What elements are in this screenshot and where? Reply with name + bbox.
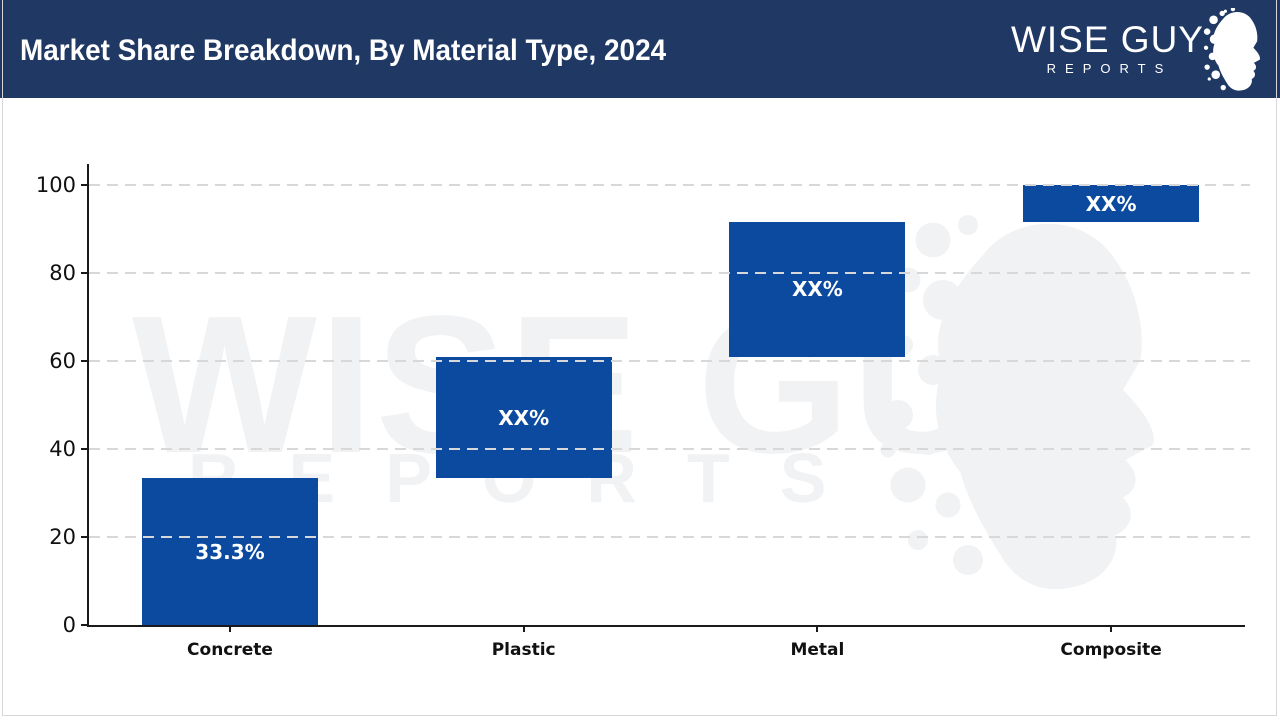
gridline-40 [89,448,1250,450]
bar-value-label: XX% [498,405,550,430]
bar-concrete: 33.3% [142,478,318,625]
bar-value-label: XX% [1085,191,1137,216]
x-tick-label-metal: Metal [790,640,845,660]
watermark-face [875,215,1154,590]
logo-text: WISE GUY REPORTS [1010,19,1204,77]
x-tick-label-plastic: Plastic [491,640,556,660]
bar-value-label: 33.3% [195,539,265,564]
logo-subtitle: REPORTS [1046,61,1173,76]
y-tick [81,536,89,538]
x-tick [1110,625,1113,632]
header: Market Share Breakdown, By Material Type… [0,0,1280,98]
y-tick [81,184,89,186]
bar-composite: XX% [1023,185,1200,223]
x-tick-label-concrete: Concrete [187,640,273,660]
bar-plastic: XX% [435,356,612,479]
y-tick-label-100: 100 [35,173,76,197]
bar-metal: XX% [729,222,906,357]
x-tick-label-composite: Composite [1060,640,1162,660]
y-tick [81,448,89,450]
wiseguy-face-icon [1203,8,1260,91]
gridline-20 [89,536,1250,538]
y-tick-label-20: 20 [49,525,76,549]
bar-value-label: XX% [791,277,843,302]
x-tick [229,625,231,632]
gridline-80 [89,272,1250,274]
y-tick-label-80: 80 [49,261,76,285]
chart-title: Market Share Breakdown, By Material Type… [20,34,667,67]
y-tick [81,360,89,362]
x-tick [816,625,819,632]
y-axis-line [87,164,89,627]
x-tick [522,625,525,632]
logo-wordmark: WISE GUY [1010,19,1204,60]
gridline-100 [89,184,1250,186]
y-tick [81,272,89,274]
wiseguy-logo: WISE GUY REPORTS [1011,6,1266,94]
y-tick-label-0: 0 [62,613,76,637]
gridline-60 [89,360,1250,362]
x-axis-line [87,625,1245,627]
y-tick-label-60: 60 [49,349,76,373]
y-tick-label-40: 40 [49,437,76,461]
y-tick [81,624,89,626]
